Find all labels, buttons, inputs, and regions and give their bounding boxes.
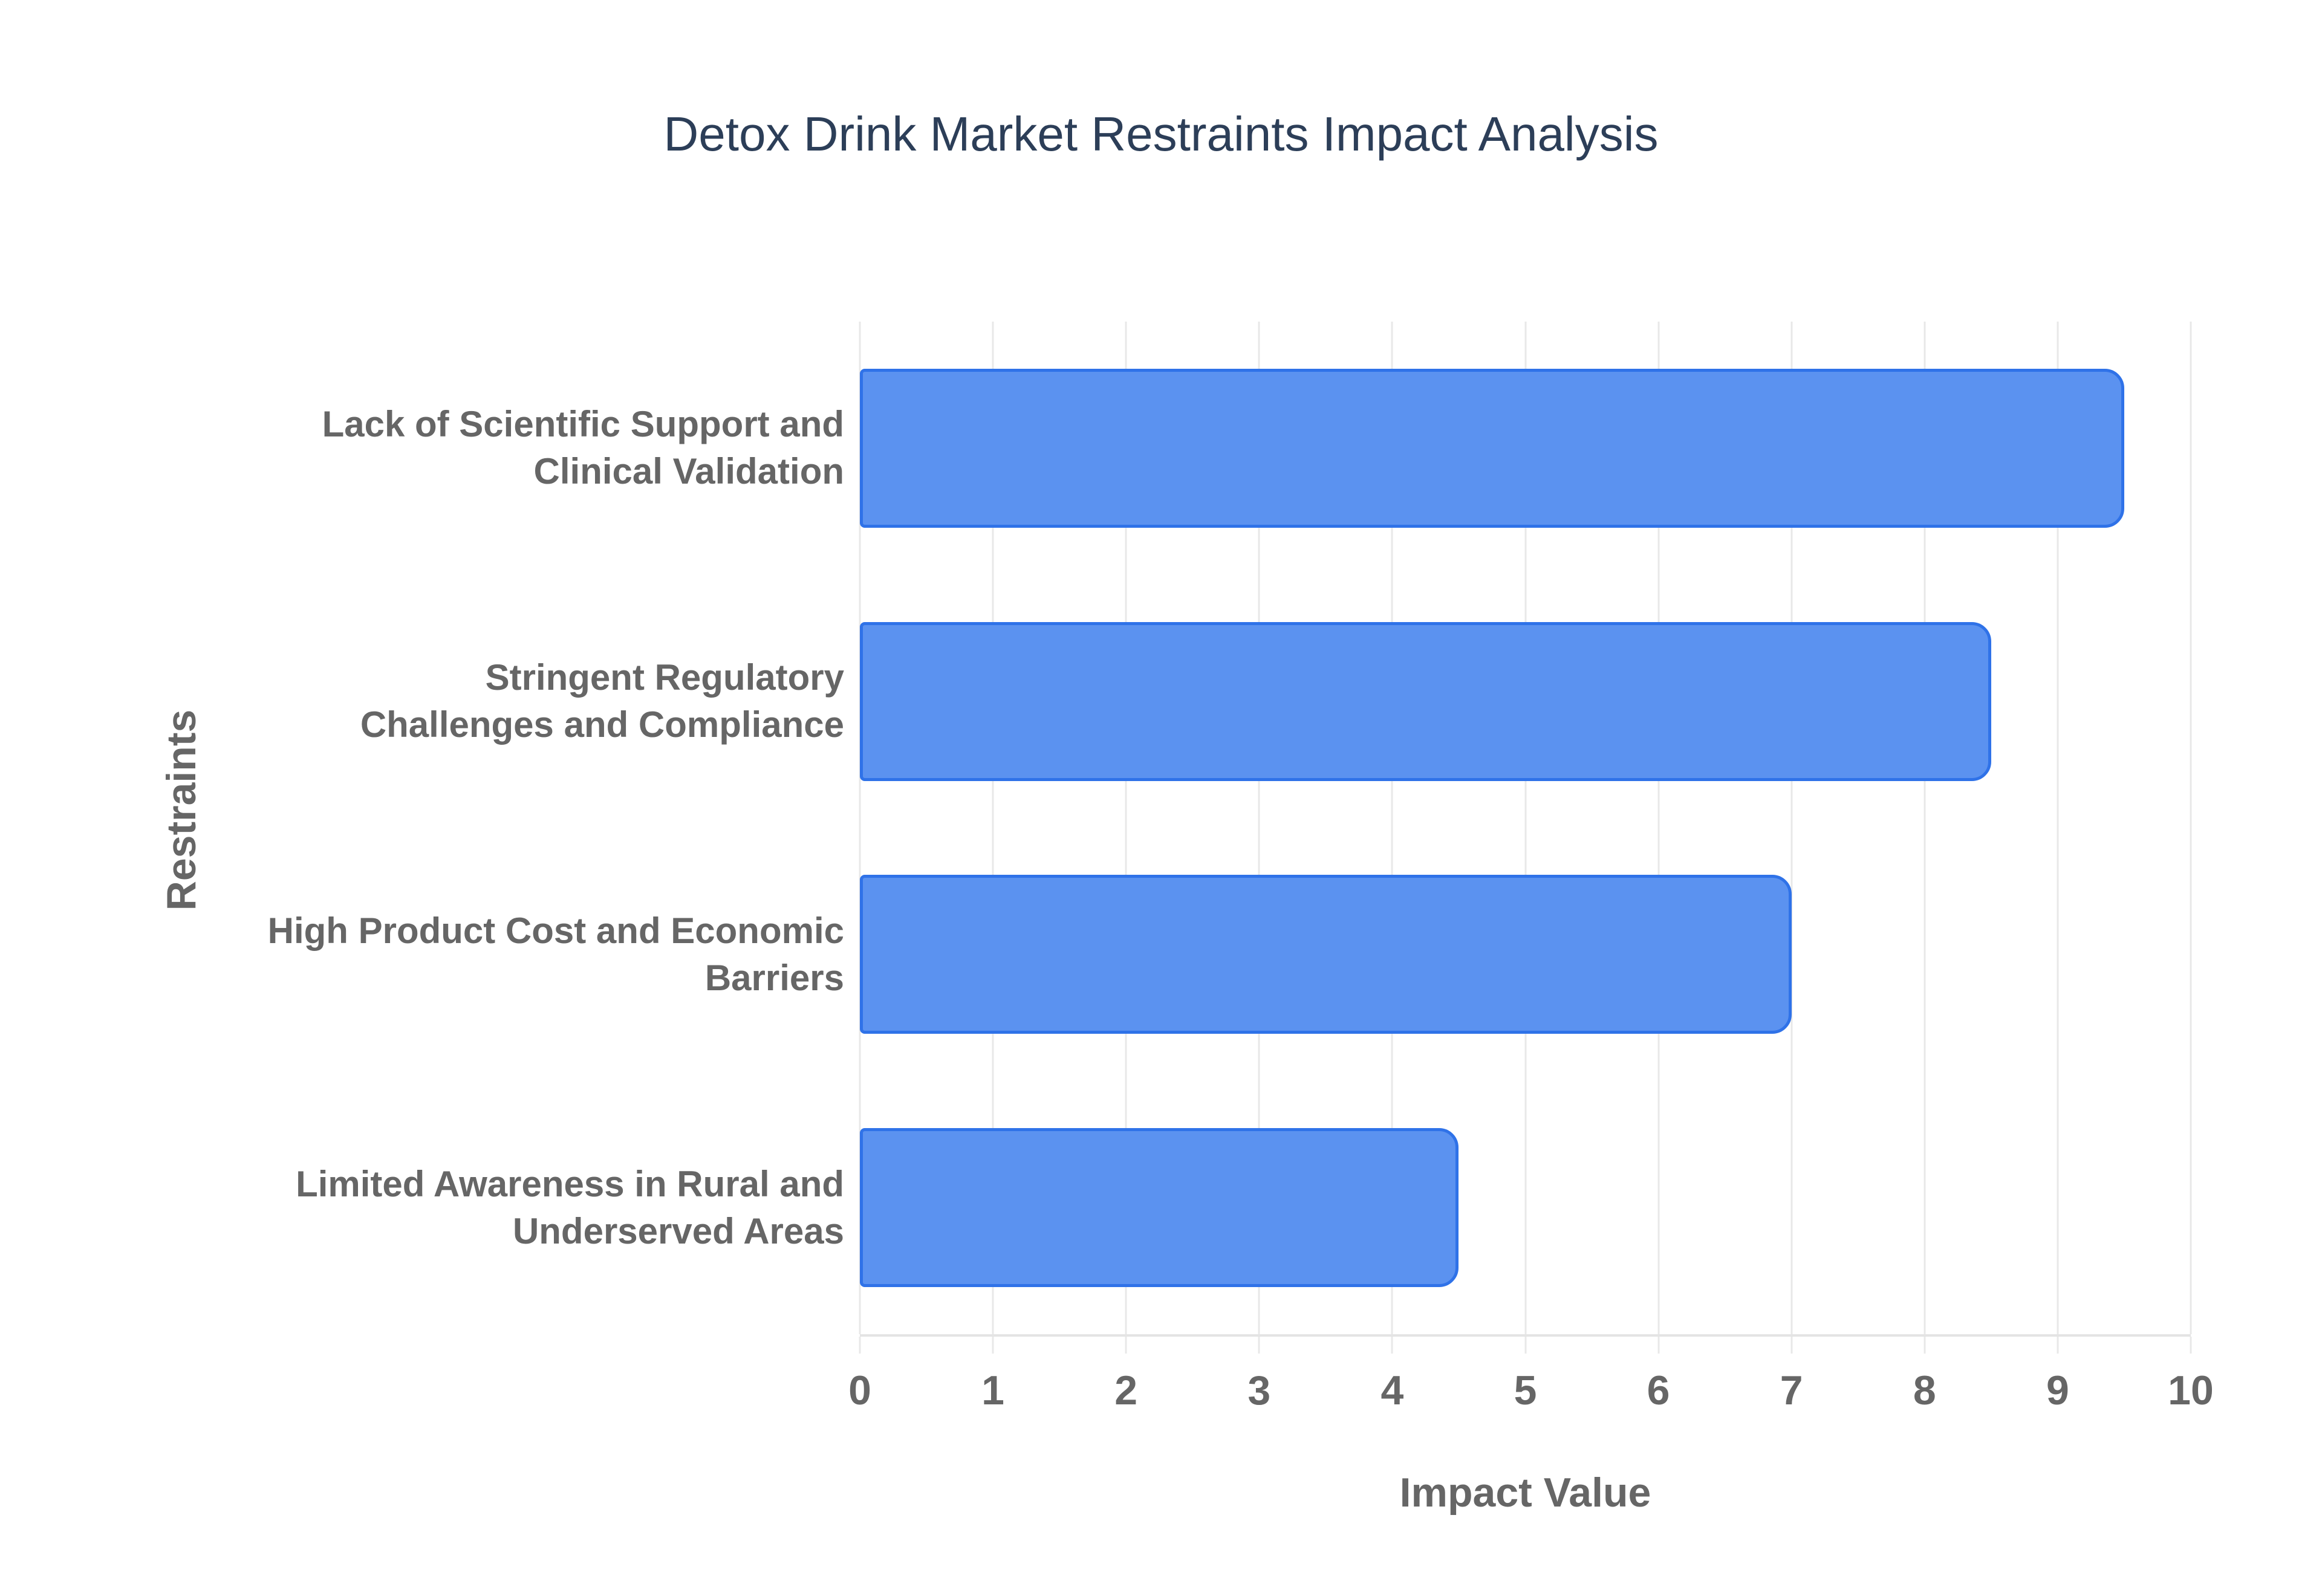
gridline	[1391, 322, 1393, 1334]
category-label-line: Barriers	[704, 957, 844, 998]
category-label-line: High Product Cost and Economic	[267, 910, 844, 951]
y-category-labels: Lack of Scientific Support and Clinical V…	[0, 322, 844, 1334]
x-tick-mark	[1924, 1337, 1926, 1354]
bar-1[interactable]	[860, 368, 2124, 528]
category-label-line: Underserved Areas	[512, 1210, 844, 1251]
bar-band	[860, 575, 2191, 828]
x-tick-label: 8	[1913, 1367, 1936, 1413]
x-tick-label: 9	[2046, 1367, 2069, 1413]
x-tick-label: 7	[1780, 1367, 1803, 1413]
x-tick-label: 2	[1114, 1367, 1138, 1413]
gridlines	[859, 322, 2192, 1334]
x-tick-label: 1	[981, 1367, 1005, 1413]
x-tick-mark	[992, 1337, 994, 1354]
x-tick-label: 10	[2168, 1367, 2214, 1413]
category-label-line: Lack of Scientific Support and	[322, 404, 844, 445]
gridline	[1924, 322, 1926, 1334]
bar-2[interactable]	[860, 621, 1991, 781]
gridline	[1258, 322, 1260, 1334]
x-tick-mark	[859, 1337, 861, 1354]
category-label-4: Limited Awareness in Rural and Underserve…	[0, 1081, 844, 1334]
x-tick-mark	[2057, 1337, 2059, 1354]
gridline	[859, 322, 861, 1334]
gridline	[2190, 322, 2192, 1334]
x-tick-label: 5	[1514, 1367, 1537, 1413]
gridline	[1524, 322, 1526, 1334]
category-label-line: Clinical Validation	[533, 451, 844, 492]
x-tick-label: 4	[1381, 1367, 1404, 1413]
category-label-3: High Product Cost and Economic Barriers	[0, 828, 844, 1082]
bar-4[interactable]	[860, 1128, 1459, 1288]
x-tick-marks	[859, 1337, 2192, 1354]
gridline	[992, 322, 994, 1334]
x-tick-mark	[1125, 1337, 1127, 1354]
x-tick-mark	[1258, 1337, 1260, 1354]
category-label-1: Lack of Scientific Support and Clinical V…	[0, 322, 844, 575]
gridline	[1125, 322, 1127, 1334]
x-tick-mark	[2190, 1337, 2192, 1354]
gridline	[1657, 322, 1660, 1334]
x-tick-mark	[1391, 1337, 1393, 1354]
bar-band	[860, 1081, 2191, 1334]
category-label-line: Limited Awareness in Rural and	[296, 1163, 844, 1204]
x-tick-label: 0	[848, 1367, 871, 1413]
bar-band	[860, 828, 2191, 1082]
x-tick-mark	[1790, 1337, 1793, 1354]
x-tick-label: 6	[1647, 1367, 1670, 1413]
category-label-line: Challenges and Compliance	[360, 704, 844, 745]
chart-title: Detox Drink Market Restraints Impact Ana…	[663, 107, 1659, 161]
category-label-line: Stringent Regulatory	[485, 657, 844, 698]
gridline	[2057, 322, 2059, 1334]
bars	[860, 322, 2191, 1334]
gridline	[1790, 322, 1793, 1334]
bar-band	[860, 322, 2191, 575]
plot-area	[859, 322, 2192, 1337]
x-tick-mark	[1524, 1337, 1526, 1354]
bar-3[interactable]	[860, 875, 1792, 1034]
x-tick-labels: 0 1 2 3 4 5 6 7 8 9 10	[848, 1367, 2214, 1422]
category-label-2: Stringent Regulatory Challenges and Compl…	[0, 575, 844, 828]
x-axis-title: Impact Value	[1399, 1470, 1651, 1516]
x-tick-label: 3	[1247, 1367, 1271, 1413]
x-tick-mark	[1657, 1337, 1660, 1354]
